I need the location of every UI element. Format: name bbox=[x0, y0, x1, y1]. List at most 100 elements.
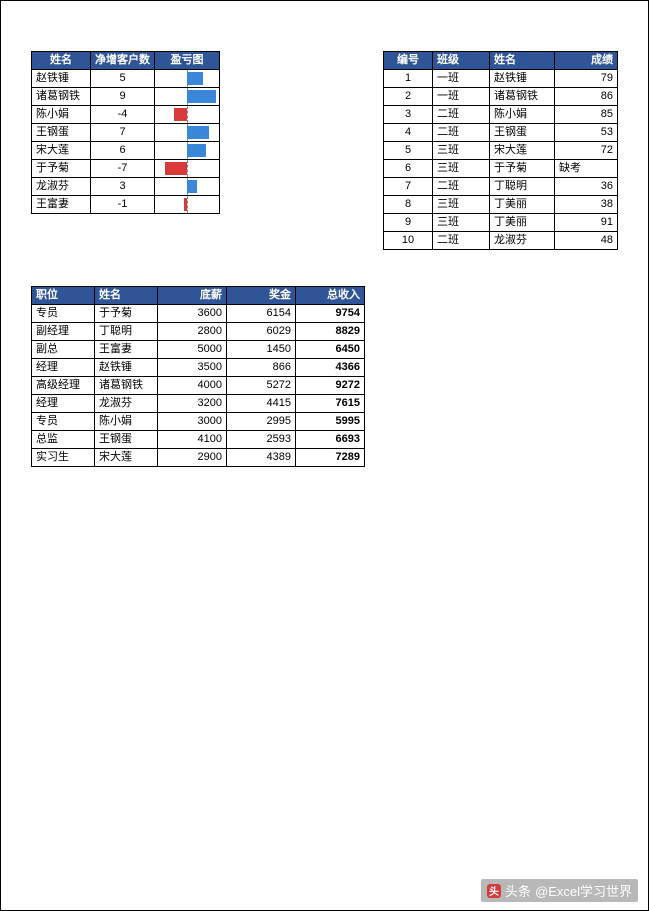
table-row: 8三班丁美丽38 bbox=[384, 196, 618, 214]
cell-total: 8829 bbox=[296, 323, 365, 341]
table-row: 1一班赵铁锤79 bbox=[384, 70, 618, 88]
bar-positive bbox=[187, 126, 209, 139]
cell-name: 宋大莲 bbox=[490, 142, 555, 160]
cell-name: 王钢蛋 bbox=[490, 124, 555, 142]
cell-total: 9272 bbox=[296, 377, 365, 395]
cell-bonus: 4389 bbox=[227, 449, 296, 467]
cell-name: 丁美丽 bbox=[490, 196, 555, 214]
bar-negative bbox=[174, 108, 187, 121]
cell-total: 4366 bbox=[296, 359, 365, 377]
table-row: 2一班诸葛钢铁86 bbox=[384, 88, 618, 106]
cell-winloss-bar bbox=[155, 196, 220, 214]
table-row: 7二班丁聪明36 bbox=[384, 178, 618, 196]
cell-class: 一班 bbox=[433, 70, 490, 88]
cell-name: 宋大莲 bbox=[95, 449, 158, 467]
cell-bonus: 2995 bbox=[227, 413, 296, 431]
cell-name: 于予菊 bbox=[32, 160, 91, 178]
cell-base: 3500 bbox=[158, 359, 227, 377]
cell-bonus: 6154 bbox=[227, 305, 296, 323]
cell-winloss-bar bbox=[155, 178, 220, 196]
col-name: 姓名 bbox=[32, 52, 91, 70]
cell-winloss-bar bbox=[155, 142, 220, 160]
cell-value: 3 bbox=[91, 178, 155, 196]
table-row: 3二班陈小娟85 bbox=[384, 106, 618, 124]
table-row: 高级经理诸葛钢铁400052729272 bbox=[32, 377, 365, 395]
cell-base: 3200 bbox=[158, 395, 227, 413]
table-row: 6三班于予菊缺考 bbox=[384, 160, 618, 178]
table-row: 专员陈小娟300029955995 bbox=[32, 413, 365, 431]
toutiao-icon: 头 bbox=[487, 884, 501, 898]
bar-negative bbox=[184, 198, 187, 211]
cell-name: 赵铁锤 bbox=[490, 70, 555, 88]
cell-name: 王富妻 bbox=[95, 341, 158, 359]
cell-no: 1 bbox=[384, 70, 433, 88]
cell-name: 王富妻 bbox=[32, 196, 91, 214]
cell-winloss-bar bbox=[155, 70, 220, 88]
cell-position: 副经理 bbox=[32, 323, 95, 341]
cell-position: 总监 bbox=[32, 431, 95, 449]
table-row: 实习生宋大莲290043897289 bbox=[32, 449, 365, 467]
table-row: 5三班宋大莲72 bbox=[384, 142, 618, 160]
cell-score: 91 bbox=[555, 214, 618, 232]
table-row: 诸葛钢铁9 bbox=[32, 88, 220, 106]
cell-bonus: 866 bbox=[227, 359, 296, 377]
bar-positive bbox=[187, 180, 197, 193]
cell-name: 丁聪明 bbox=[95, 323, 158, 341]
cell-class: 三班 bbox=[433, 196, 490, 214]
cell-base: 4100 bbox=[158, 431, 227, 449]
cell-base: 2900 bbox=[158, 449, 227, 467]
table-row: 副经理丁聪明280060298829 bbox=[32, 323, 365, 341]
cell-position: 专员 bbox=[32, 305, 95, 323]
cell-value: -1 bbox=[91, 196, 155, 214]
col-base: 底薪 bbox=[158, 287, 227, 305]
cell-base: 2800 bbox=[158, 323, 227, 341]
cell-name: 诸葛钢铁 bbox=[32, 88, 91, 106]
bar-positive bbox=[187, 90, 216, 103]
table-row: 王富妻-1 bbox=[32, 196, 220, 214]
win-loss-table: 姓名 净增客户数 盈亏图 赵铁锤5诸葛钢铁9陈小娟-4王钢蛋7宋大莲6于予菊-7… bbox=[31, 51, 220, 214]
scores-table: 编号 班级 姓名 成绩 1一班赵铁锤792一班诸葛钢铁863二班陈小娟854二班… bbox=[383, 51, 618, 250]
cell-total: 6450 bbox=[296, 341, 365, 359]
cell-class: 三班 bbox=[433, 160, 490, 178]
cell-class: 二班 bbox=[433, 124, 490, 142]
cell-position: 经理 bbox=[32, 359, 95, 377]
bar-positive bbox=[187, 144, 206, 157]
col-name: 姓名 bbox=[95, 287, 158, 305]
cell-value: 7 bbox=[91, 124, 155, 142]
cell-name: 宋大莲 bbox=[32, 142, 91, 160]
cell-winloss-bar bbox=[155, 160, 220, 178]
table-row: 经理赵铁锤35008664366 bbox=[32, 359, 365, 377]
col-total: 总收入 bbox=[296, 287, 365, 305]
cell-score: 86 bbox=[555, 88, 618, 106]
table-header-row: 编号 班级 姓名 成绩 bbox=[384, 52, 618, 70]
cell-total: 7615 bbox=[296, 395, 365, 413]
cell-score: 38 bbox=[555, 196, 618, 214]
cell-class: 一班 bbox=[433, 88, 490, 106]
table-row: 专员于予菊360061549754 bbox=[32, 305, 365, 323]
cell-name: 王钢蛋 bbox=[32, 124, 91, 142]
cell-base: 4000 bbox=[158, 377, 227, 395]
cell-no: 6 bbox=[384, 160, 433, 178]
cell-score: 36 bbox=[555, 178, 618, 196]
cell-value: -7 bbox=[91, 160, 155, 178]
table-header-row: 职位 姓名 底薪 奖金 总收入 bbox=[32, 287, 365, 305]
cell-name: 于予菊 bbox=[490, 160, 555, 178]
cell-total: 6693 bbox=[296, 431, 365, 449]
col-winloss-chart: 盈亏图 bbox=[155, 52, 220, 70]
cell-value: 5 bbox=[91, 70, 155, 88]
cell-total: 9754 bbox=[296, 305, 365, 323]
cell-winloss-bar bbox=[155, 106, 220, 124]
table-row: 经理龙淑芬320044157615 bbox=[32, 395, 365, 413]
cell-position: 专员 bbox=[32, 413, 95, 431]
salary-table: 职位 姓名 底薪 奖金 总收入 专员于予菊360061549754副经理丁聪明2… bbox=[31, 286, 365, 467]
table-row: 4二班王钢蛋53 bbox=[384, 124, 618, 142]
cell-no: 10 bbox=[384, 232, 433, 250]
cell-name: 丁美丽 bbox=[490, 214, 555, 232]
table-row: 王钢蛋7 bbox=[32, 124, 220, 142]
cell-bonus: 6029 bbox=[227, 323, 296, 341]
cell-bonus: 1450 bbox=[227, 341, 296, 359]
table-row: 副总王富妻500014506450 bbox=[32, 341, 365, 359]
cell-base: 3600 bbox=[158, 305, 227, 323]
watermark-prefix: 头条 bbox=[505, 881, 531, 900]
cell-name: 陈小娟 bbox=[32, 106, 91, 124]
